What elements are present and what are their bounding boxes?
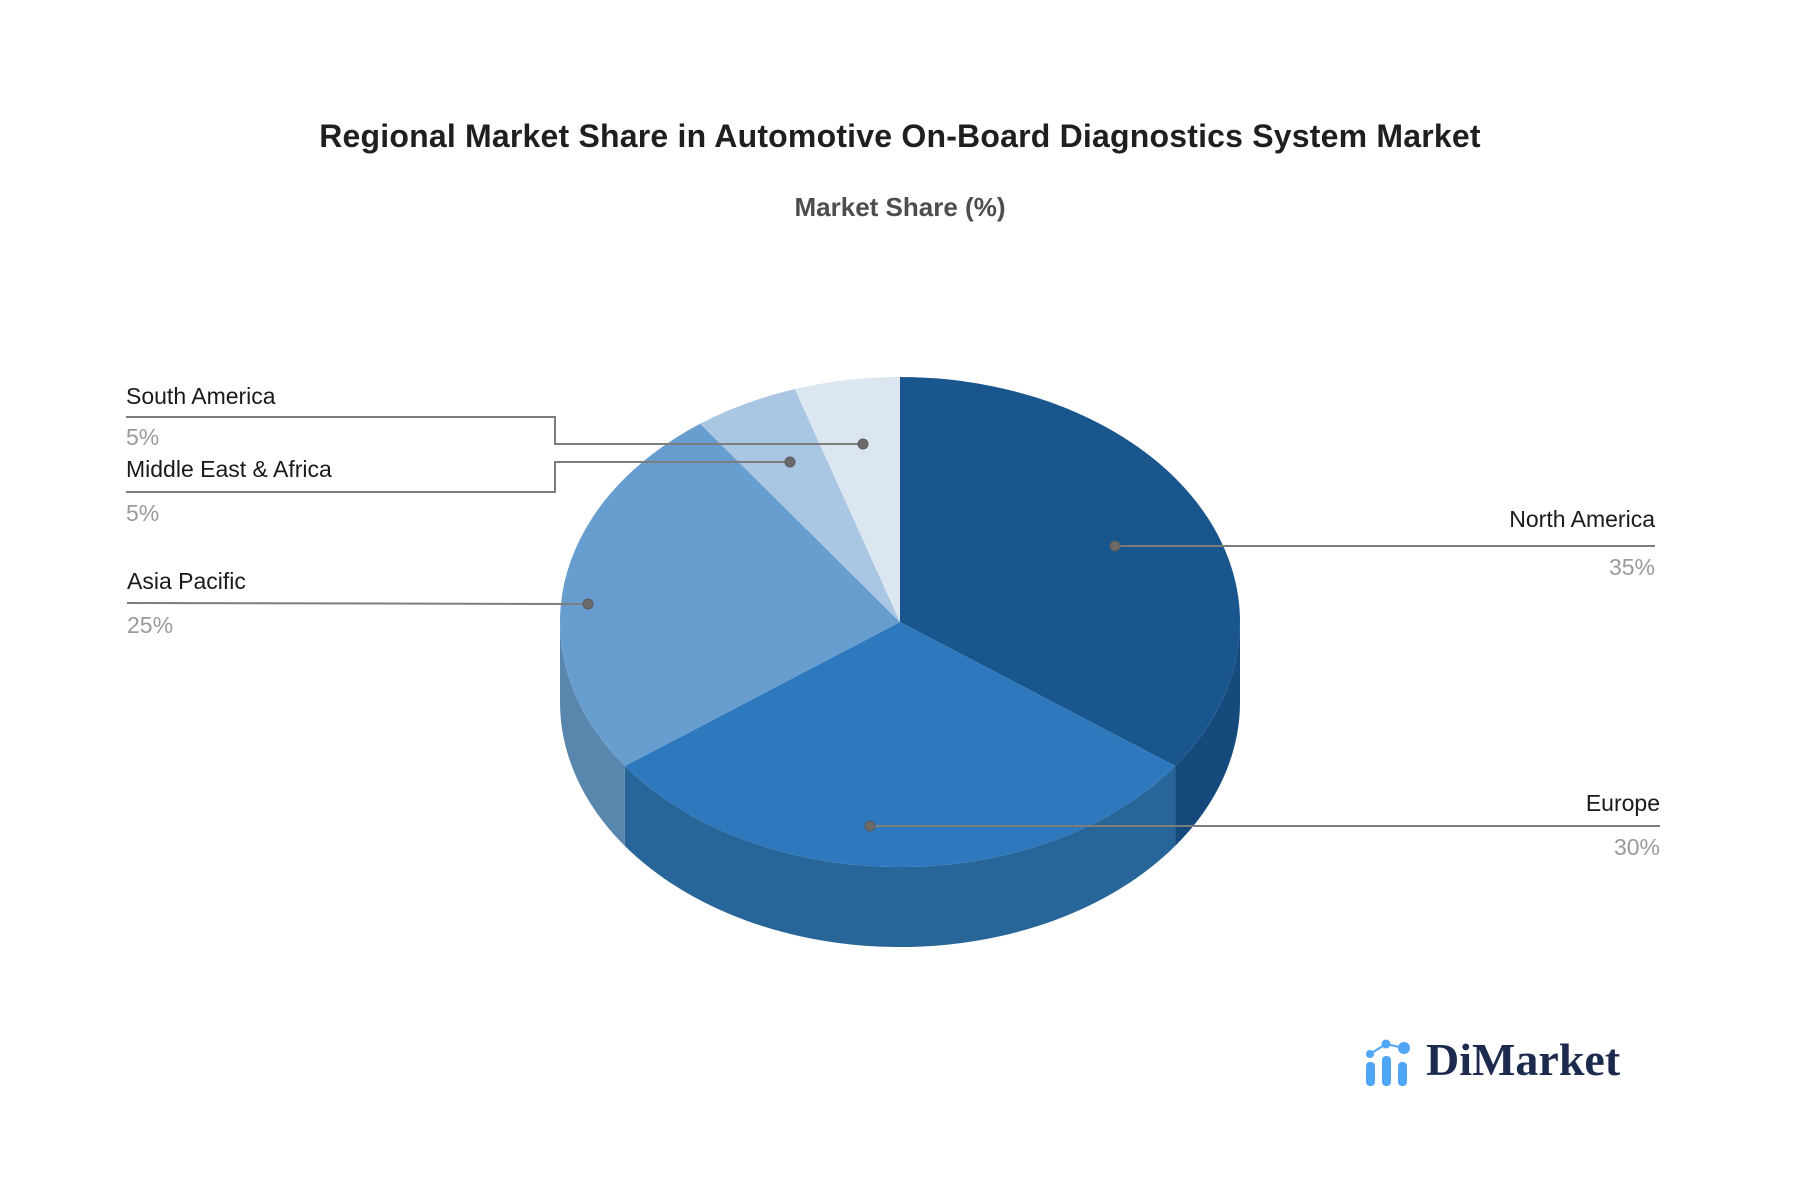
leader-line-south-america bbox=[126, 416, 863, 445]
label-asia-pacific: Asia Pacific bbox=[127, 568, 246, 594]
chart-subtitle: Market Share (%) bbox=[794, 192, 1006, 222]
pie-slice-side-asia-pacific bbox=[560, 622, 625, 846]
leader-dot-middle-east-africa bbox=[784, 456, 796, 468]
leader-line-asia-pacific bbox=[126, 602, 589, 605]
brand-logo-text: DiMarket bbox=[1426, 1034, 1621, 1085]
label-north-america: North America bbox=[1509, 506, 1655, 532]
label-europe: Europe bbox=[1585, 790, 1660, 816]
chart-title: Regional Market Share in Automotive On-B… bbox=[319, 118, 1481, 154]
value-north-america: 35% bbox=[1608, 554, 1655, 580]
label-south-america: South America bbox=[126, 383, 276, 409]
pie-slice-asia-pacific[interactable] bbox=[559, 423, 900, 766]
bar-chart-trend-icon bbox=[1366, 1039, 1410, 1086]
brand-logo: DiMarket bbox=[1362, 1032, 1620, 1088]
leader-dot-south-america bbox=[857, 438, 869, 450]
leader-dot-north-america bbox=[1109, 540, 1121, 552]
leader-dot-asia-pacific bbox=[582, 598, 594, 610]
value-middle-east-africa: 5% bbox=[126, 500, 160, 526]
pie-slice-europe[interactable] bbox=[624, 622, 1176, 868]
value-europe: 30% bbox=[1613, 834, 1660, 860]
label-middle-east-africa: Middle East & Africa bbox=[126, 456, 332, 482]
value-south-america: 5% bbox=[126, 424, 160, 450]
leader-dot-europe bbox=[864, 820, 876, 832]
pie-slice-side-europe bbox=[624, 766, 1176, 948]
value-asia-pacific: 25% bbox=[127, 612, 174, 638]
pie-slice-south-america[interactable] bbox=[794, 377, 900, 622]
pie-slice-middle-east-africa[interactable] bbox=[700, 389, 900, 622]
pie-slice-north-america[interactable] bbox=[900, 376, 1241, 766]
pie-slice-side-north-america bbox=[1175, 622, 1241, 846]
leader-line-middle-east-africa bbox=[126, 461, 790, 493]
